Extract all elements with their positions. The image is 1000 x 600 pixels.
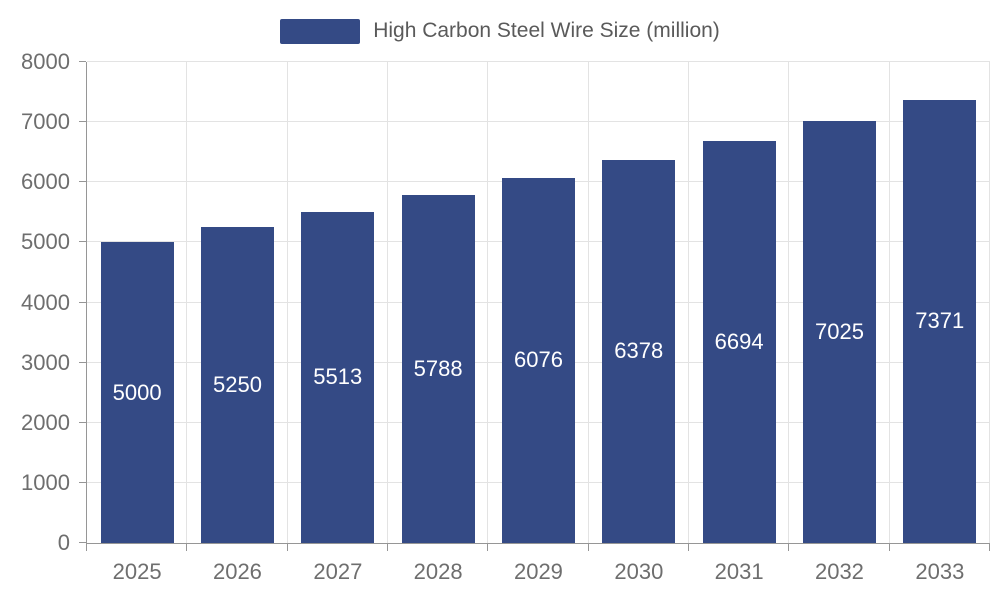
x-axis-tick: [287, 543, 288, 551]
x-gridline: [688, 62, 689, 543]
y-axis-tick: [79, 181, 86, 182]
x-axis-tick: [588, 543, 589, 551]
x-axis-tick: [688, 543, 689, 551]
bar-value-label: 6378: [614, 338, 664, 364]
x-axis-tick: [889, 543, 890, 551]
x-gridline: [889, 62, 890, 543]
bar-value-label: 5000: [112, 379, 162, 405]
bar-value-label: 6694: [714, 328, 764, 354]
x-axis-label: 2032: [814, 559, 864, 584]
legend-label: High Carbon Steel Wire Size (million): [373, 19, 720, 42]
bar-value-label: 7025: [815, 318, 864, 344]
x-axis-label: 2031: [714, 559, 764, 584]
bar-2028[interactable]: [401, 195, 475, 543]
legend[interactable]: High Carbon Steel Wire Size (million): [0, 17, 1000, 45]
x-axis-tick: [788, 543, 789, 551]
x-axis-label: 2026: [212, 559, 262, 584]
y-axis-tick: [79, 542, 86, 543]
y-axis-label: 1000: [21, 470, 70, 495]
y-axis-label: 8000: [21, 49, 70, 74]
y-axis-label: 7000: [21, 109, 70, 134]
y-axis-line: [86, 62, 87, 551]
y-gridline: [87, 61, 990, 62]
y-axis-label: 6000: [21, 169, 70, 194]
x-axis-label: 2028: [413, 559, 463, 584]
y-gridline: [87, 121, 990, 122]
y-axis-label: 2000: [21, 410, 70, 435]
y-axis-tick: [79, 61, 86, 62]
y-axis-tick: [79, 422, 86, 423]
x-axis-label: 2030: [614, 559, 664, 584]
y-axis-tick: [79, 121, 86, 122]
x-gridline: [788, 62, 789, 543]
y-axis-label: 3000: [21, 350, 70, 375]
y-axis-label: 5000: [21, 229, 70, 254]
bar-value-label: 6076: [514, 347, 563, 373]
bar-2027[interactable]: [301, 211, 375, 543]
x-axis-label: 2025: [112, 559, 162, 584]
bar-2032[interactable]: [802, 120, 877, 543]
x-gridline: [287, 62, 288, 543]
bar-2030[interactable]: [602, 159, 676, 543]
x-gridline: [588, 62, 589, 543]
y-axis-tick: [79, 482, 86, 483]
bar-value-label: 5250: [213, 372, 262, 398]
x-axis-tick: [387, 543, 388, 551]
bar-value-label: 5788: [413, 356, 463, 381]
x-axis-label: 2033: [915, 559, 965, 584]
x-axis-label: 2027: [313, 559, 363, 584]
x-axis-tick: [186, 543, 187, 551]
y-axis-tick: [79, 362, 86, 363]
x-axis-tick: [487, 543, 488, 551]
legend-swatch-icon: [280, 18, 361, 44]
x-axis-label: 2029: [513, 559, 563, 584]
y-axis-tick: [79, 241, 86, 242]
x-gridline: [387, 62, 388, 543]
bar-2031[interactable]: [702, 140, 776, 543]
x-axis-line: [86, 543, 990, 544]
y-axis-label: 0: [57, 530, 70, 555]
bar-value-label: 7371: [915, 308, 965, 334]
bar-2025[interactable]: [100, 242, 174, 543]
y-axis-tick: [79, 302, 86, 303]
bar-value-label: 5513: [313, 364, 363, 390]
bar-2026[interactable]: [200, 227, 275, 543]
bar-2029[interactable]: [501, 177, 576, 543]
x-gridline: [989, 62, 990, 543]
x-gridline: [487, 62, 488, 543]
x-gridline: [186, 62, 187, 543]
y-axis-label: 4000: [21, 290, 70, 315]
bar-2033[interactable]: [903, 99, 977, 543]
x-axis-tick: [989, 543, 990, 551]
